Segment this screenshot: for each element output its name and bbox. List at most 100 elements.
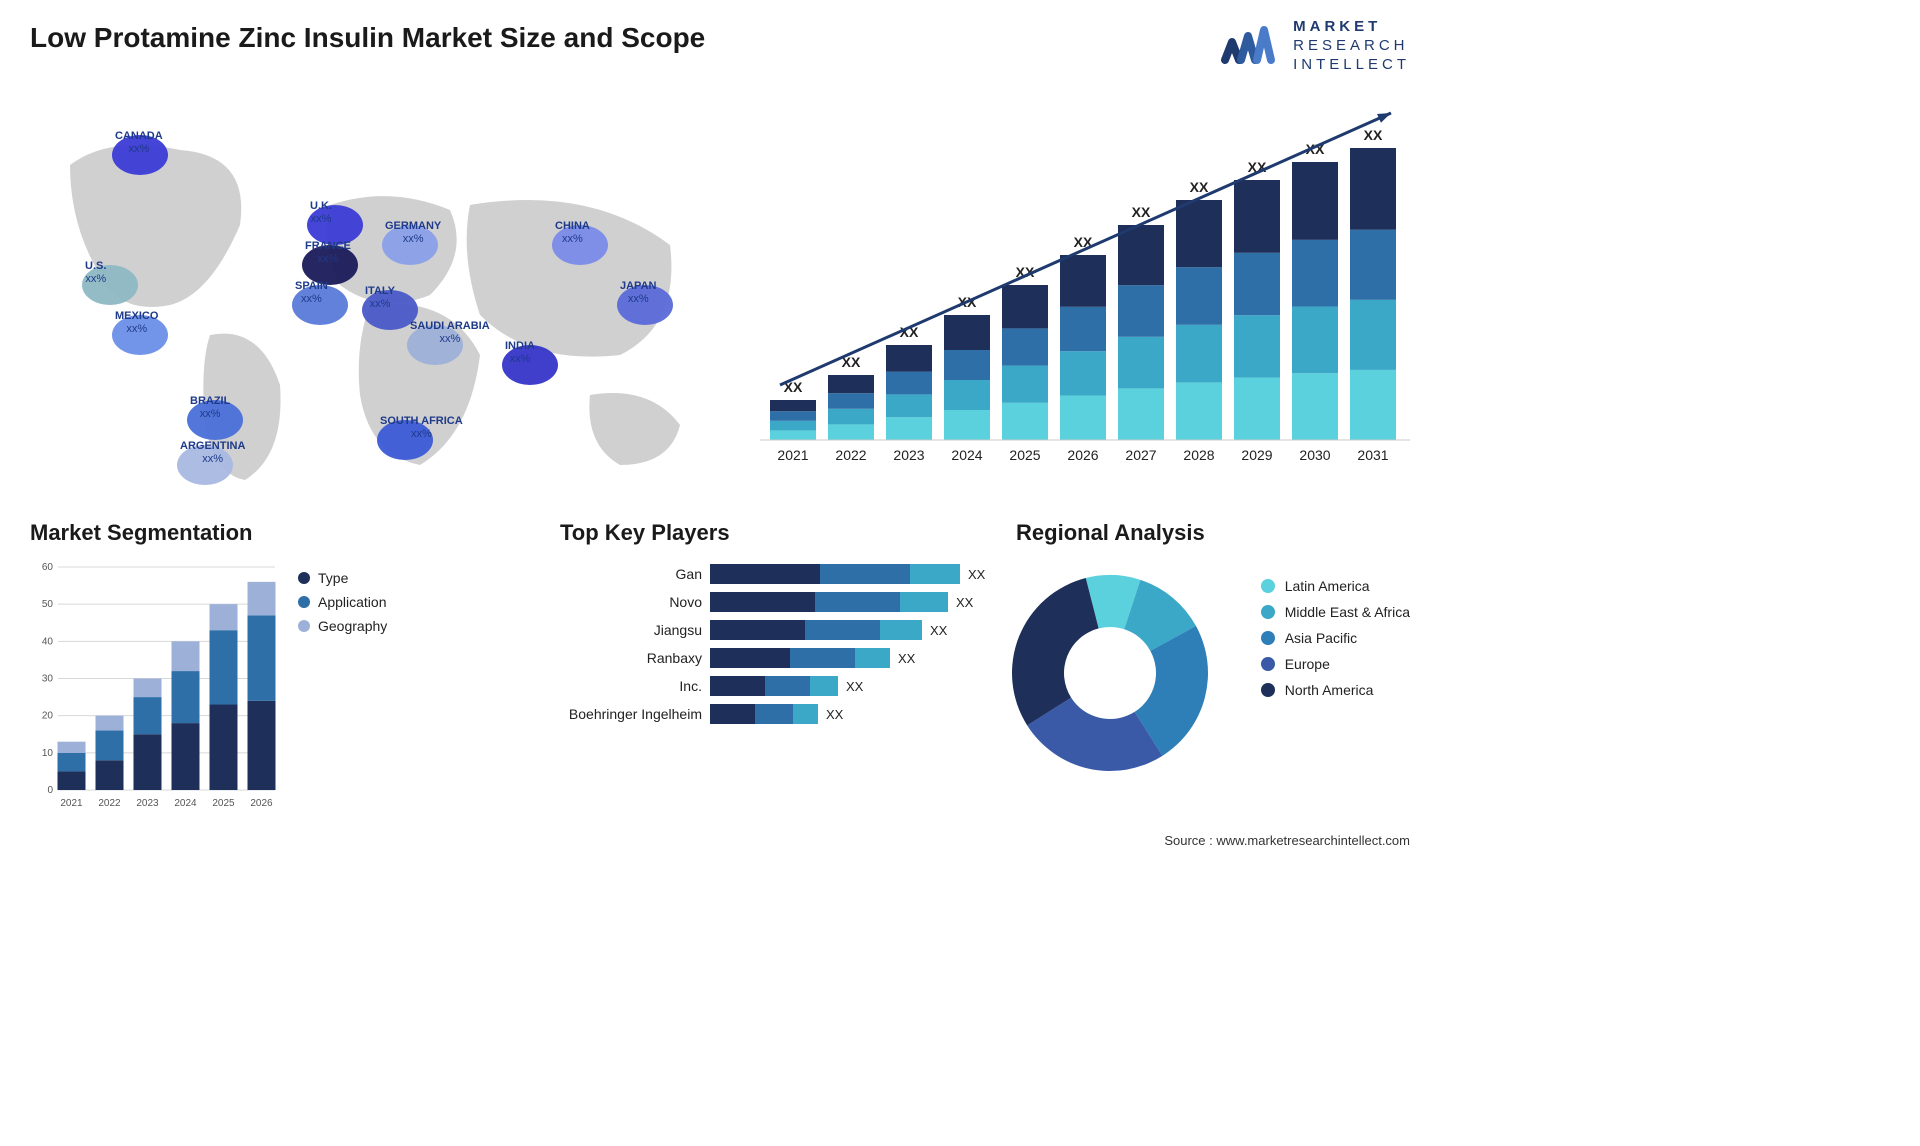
player-value: XX — [846, 679, 863, 694]
world-map: CANADAxx% U.S.xx% MEXICOxx% BRAZILxx% ARGENT… — [30, 95, 720, 495]
region-legend-item: Latin America — [1261, 578, 1410, 594]
region-legend-item: North America — [1261, 682, 1410, 698]
player-bar-seg — [710, 592, 815, 612]
players-title: Top Key Players — [560, 520, 990, 546]
player-row: Boehringer Ingelheim XX — [560, 704, 990, 724]
player-bar-seg — [810, 676, 838, 696]
player-bar-seg — [855, 648, 890, 668]
map-label-france: FRANCExx% — [305, 240, 351, 266]
player-bar-seg — [710, 676, 765, 696]
svg-text:2031: 2031 — [1357, 447, 1388, 463]
segmentation-title: Market Segmentation — [30, 520, 460, 546]
player-bar-seg — [710, 704, 755, 724]
map-label-brazil: BRAZILxx% — [190, 395, 230, 421]
player-row: Jiangsu XX — [560, 620, 990, 640]
svg-text:2023: 2023 — [136, 798, 159, 809]
seg-legend-item: Application — [298, 594, 387, 610]
players-section: Top Key Players GanXXNovoXXJiangsuXXRanb… — [560, 520, 990, 732]
svg-text:2024: 2024 — [174, 798, 197, 809]
player-bar-seg — [710, 648, 790, 668]
svg-text:2024: 2024 — [951, 447, 982, 463]
map-label-south-africa: SOUTH AFRICAxx% — [380, 415, 463, 441]
logo-mark-icon — [1221, 22, 1281, 70]
svg-text:30: 30 — [42, 674, 54, 685]
player-name: Ranbaxy — [560, 650, 710, 666]
segmentation-chart: 0 10 20 30 40 50 60 2021 2022 2023 2024 2025 2026 — [30, 562, 280, 812]
players-chart: GanXXNovoXXJiangsuXXRanbaxyXXInc.XXBoehr… — [560, 564, 990, 724]
segmentation-section: Market Segmentation 0 10 20 30 40 50 60 2021 202… — [30, 520, 460, 812]
map-label-argentina: ARGENTINAxx% — [180, 440, 245, 466]
page-title: Low Protamine Zinc Insulin Market Size a… — [30, 22, 705, 54]
svg-text:2023: 2023 — [893, 447, 924, 463]
svg-text:2022: 2022 — [98, 798, 121, 809]
svg-text:2026: 2026 — [250, 798, 273, 809]
map-label-japan: JAPANxx% — [620, 280, 656, 306]
map-label-italy: ITALYxx% — [365, 285, 395, 311]
svg-text:2021: 2021 — [777, 447, 808, 463]
player-name: Inc. — [560, 678, 710, 694]
svg-text:0: 0 — [47, 785, 53, 796]
player-value: XX — [930, 623, 947, 638]
svg-text:2027: 2027 — [1125, 447, 1156, 463]
svg-text:60: 60 — [42, 562, 54, 573]
player-bar-seg — [805, 620, 880, 640]
player-name: Novo — [560, 594, 710, 610]
map-label-india: INDIAxx% — [505, 340, 535, 366]
player-row: Ranbaxy XX — [560, 648, 990, 668]
brand-logo: MARKET RESEARCH INTELLECT — [1221, 18, 1410, 74]
svg-text:XX: XX — [1364, 127, 1383, 143]
map-label-u-s-: U.S.xx% — [85, 260, 106, 286]
player-row: GanXX — [560, 564, 990, 584]
svg-text:2022: 2022 — [835, 447, 866, 463]
region-legend-item: Middle East & Africa — [1261, 604, 1410, 620]
seg-legend-item: Type — [298, 570, 387, 586]
map-label-u-k-: U.K.xx% — [310, 200, 332, 226]
regional-donut — [1000, 558, 1220, 778]
logo-text: MARKET RESEARCH INTELLECT — [1293, 18, 1410, 74]
segmentation-legend: Type Application Geography — [298, 562, 387, 812]
svg-text:2021: 2021 — [60, 798, 83, 809]
svg-text:2028: 2028 — [1183, 447, 1214, 463]
player-value: XX — [898, 651, 915, 666]
source-line: Source : www.marketresearchintellect.com — [1164, 833, 1410, 848]
player-name: Jiangsu — [560, 622, 710, 638]
map-label-germany: GERMANYxx% — [385, 220, 441, 246]
growth-chart: XX2021XX2022XX2023XX2024XX2025XX2026XX20… — [760, 110, 1410, 480]
player-bar-seg — [790, 648, 855, 668]
region-legend-item: Europe — [1261, 656, 1410, 672]
svg-text:2029: 2029 — [1241, 447, 1272, 463]
regional-legend: Latin America Middle East & Africa Asia Pa… — [1261, 568, 1410, 778]
seg-legend-item: Geography — [298, 618, 387, 634]
svg-text:50: 50 — [42, 599, 54, 610]
region-legend-item: Asia Pacific — [1261, 630, 1410, 646]
player-row: Inc. XX — [560, 676, 990, 696]
player-bar-seg — [910, 564, 960, 584]
svg-text:2026: 2026 — [1067, 447, 1098, 463]
svg-text:2025: 2025 — [212, 798, 235, 809]
svg-text:2030: 2030 — [1299, 447, 1330, 463]
player-bar-seg — [710, 564, 820, 584]
player-bar-seg — [815, 592, 900, 612]
player-bar-seg — [755, 704, 793, 724]
regional-title: Regional Analysis — [980, 520, 1241, 546]
player-name: Boehringer Ingelheim — [560, 706, 710, 722]
player-bar-seg — [880, 620, 922, 640]
player-bar-seg — [820, 564, 910, 584]
map-label-canada: CANADAxx% — [115, 130, 163, 156]
player-bar-seg — [793, 704, 818, 724]
player-value: XX — [826, 707, 843, 722]
player-row: NovoXX — [560, 592, 990, 612]
map-label-spain: SPAINxx% — [295, 280, 328, 306]
map-label-china: CHINAxx% — [555, 220, 590, 246]
player-name: Gan — [560, 566, 710, 582]
svg-text:XX: XX — [1190, 179, 1209, 195]
svg-text:20: 20 — [42, 711, 54, 722]
svg-text:2025: 2025 — [1009, 447, 1040, 463]
player-bar-seg — [900, 592, 948, 612]
player-bar-seg — [710, 620, 805, 640]
svg-text:10: 10 — [42, 748, 54, 759]
map-label-mexico: MEXICOxx% — [115, 310, 158, 336]
svg-text:40: 40 — [42, 636, 54, 647]
player-bar-seg — [765, 676, 810, 696]
svg-text:XX: XX — [1132, 204, 1151, 220]
